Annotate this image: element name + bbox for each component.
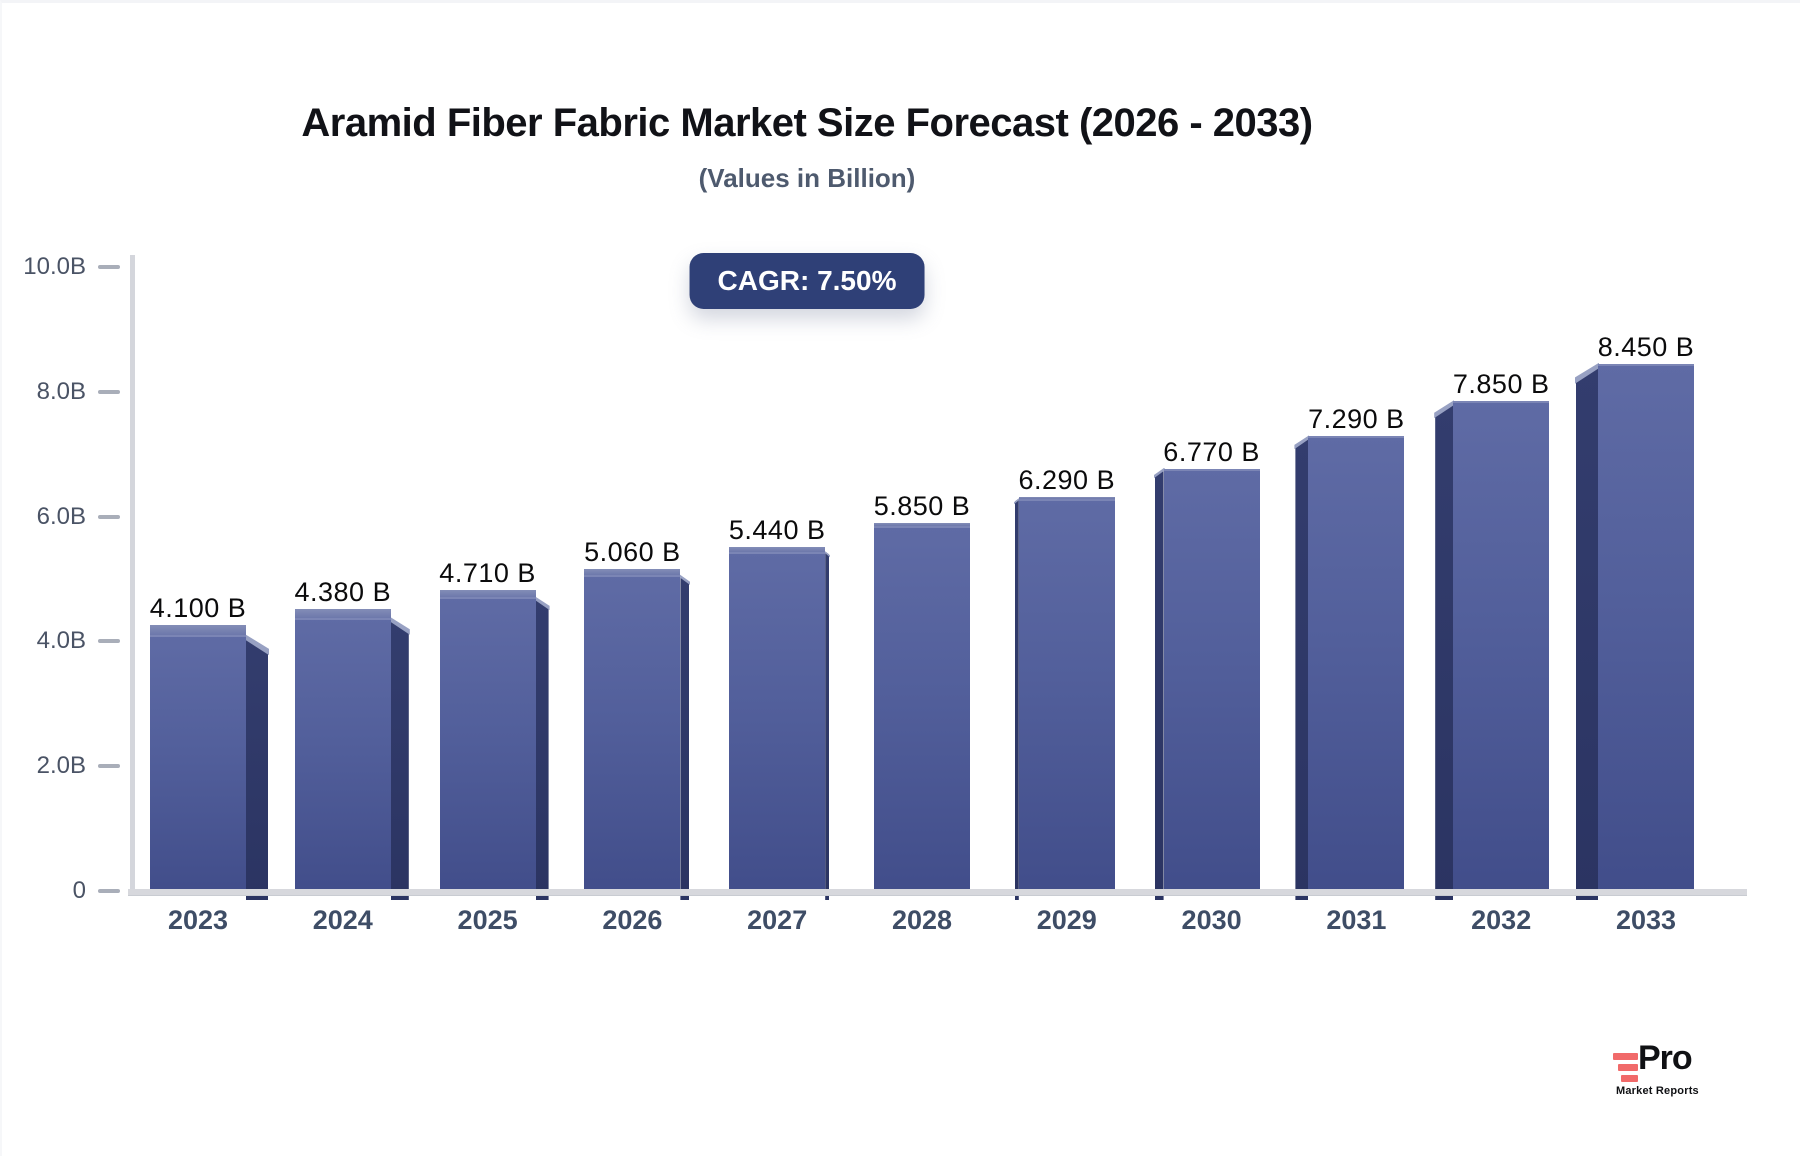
bar-front-face <box>874 525 970 895</box>
chart-subtitle: (Values in Billion) <box>698 163 916 193</box>
y-axis-tick-dash <box>98 639 120 644</box>
x-axis-year-label: 2026 <box>602 905 663 935</box>
bar-front-face <box>1308 436 1405 895</box>
y-axis-tick-label: 2.0B <box>36 752 86 780</box>
logo-bar-1 <box>1613 1053 1638 1060</box>
bar-side-face <box>246 635 268 900</box>
x-axis-year-label: 2030 <box>1181 905 1242 935</box>
chart-title: Aramid Fiber Fabric Market Size Forecast… <box>301 101 1313 145</box>
logo-bars-icon <box>1613 1053 1638 1086</box>
bar-value-label: 5.440 B <box>728 514 826 545</box>
bar-top-face <box>874 522 970 526</box>
bar-corner-bevel <box>1153 467 1165 479</box>
bar-side-face <box>390 617 409 900</box>
logo-brand: Pro <box>1638 1039 1693 1077</box>
bar-value-label: 7.290 B <box>1308 404 1405 435</box>
bar-side-face <box>1576 363 1598 900</box>
bar-value-label: 7.850 B <box>1452 369 1550 400</box>
bar-front-face <box>1018 498 1115 895</box>
bar-value-label: 4.710 B <box>439 558 536 589</box>
y-axis-tick-dash <box>98 764 120 769</box>
y-axis-tick-label: 4.0B <box>36 627 86 655</box>
bar-side-face <box>825 551 830 900</box>
bar-side-face <box>1014 498 1019 900</box>
x-axis-year-label: 2025 <box>457 905 518 935</box>
bar-side-face <box>1154 468 1164 900</box>
bar-front-face <box>729 551 826 895</box>
x-axis-year-label: 2024 <box>312 905 373 935</box>
x-axis-year-label: 2032 <box>1471 905 1532 935</box>
bar-front-face <box>584 575 681 895</box>
y-axis-tick-label: 8.0B <box>36 377 86 405</box>
bar-value-label: 6.770 B <box>1163 436 1260 467</box>
x-axis-year-label: 2027 <box>747 905 808 935</box>
x-axis-year-label: 2029 <box>1036 905 1097 935</box>
bar-front-face <box>439 597 536 895</box>
bar-corner-bevel <box>679 574 691 586</box>
x-axis-year-label: 2023 <box>167 905 229 935</box>
bar-side-face <box>680 575 690 900</box>
bar-value-label: 6.290 B <box>1018 464 1116 495</box>
logo: Pro Market Reports <box>1602 1039 1712 1113</box>
x-axis-year-label: 2033 <box>1615 905 1677 935</box>
y-axis-tick-dash <box>98 389 120 394</box>
logo-bar-2 <box>1618 1064 1638 1071</box>
logo-tagline: Market Reports <box>1616 1085 1699 1097</box>
bar-front-face <box>150 635 246 895</box>
bar-side-face <box>1435 401 1454 900</box>
bar-front-face <box>1163 468 1260 895</box>
y-axis-tick-label: 10.0B <box>23 253 86 280</box>
bar-value-label: 8.450 B <box>1597 331 1695 362</box>
x-axis-year-label: 2028 <box>891 905 953 935</box>
bar-front-face <box>1453 401 1550 895</box>
bar-side-face <box>535 597 549 900</box>
bar-corner-bevel <box>824 550 831 558</box>
y-axis-tick-dash <box>98 514 120 519</box>
x-axis-line <box>128 889 1747 895</box>
y-axis-tick-dash <box>98 889 120 893</box>
bar-value-label: 4.380 B <box>294 576 392 607</box>
cagr-badge: CAGR: 7.50% <box>689 253 925 309</box>
bar-value-label: 4.100 B <box>149 593 247 624</box>
y-axis-tick-dash <box>98 265 120 269</box>
bar-value-label: 5.060 B <box>584 537 681 568</box>
bar-side-face <box>1295 436 1309 900</box>
x-axis-year-label: 2031 <box>1326 905 1387 935</box>
bar-corner-bevel <box>1013 497 1020 505</box>
y-axis-tick-label: 6.0B <box>36 502 86 530</box>
y-axis-tick-label: 0 <box>72 877 86 904</box>
bar-top-face <box>150 625 246 636</box>
bar-top-face <box>1018 496 1115 499</box>
bar-value-label: 5.850 B <box>873 490 971 521</box>
bar-top-face <box>584 569 681 576</box>
bar-top-face <box>439 590 536 598</box>
bar-front-face <box>294 617 391 895</box>
bar-top-face <box>729 546 826 552</box>
logo-bar-3 <box>1621 1075 1638 1082</box>
bar-front-face <box>1598 363 1694 895</box>
bar-top-face <box>294 608 391 618</box>
y-axis-line <box>130 255 135 893</box>
